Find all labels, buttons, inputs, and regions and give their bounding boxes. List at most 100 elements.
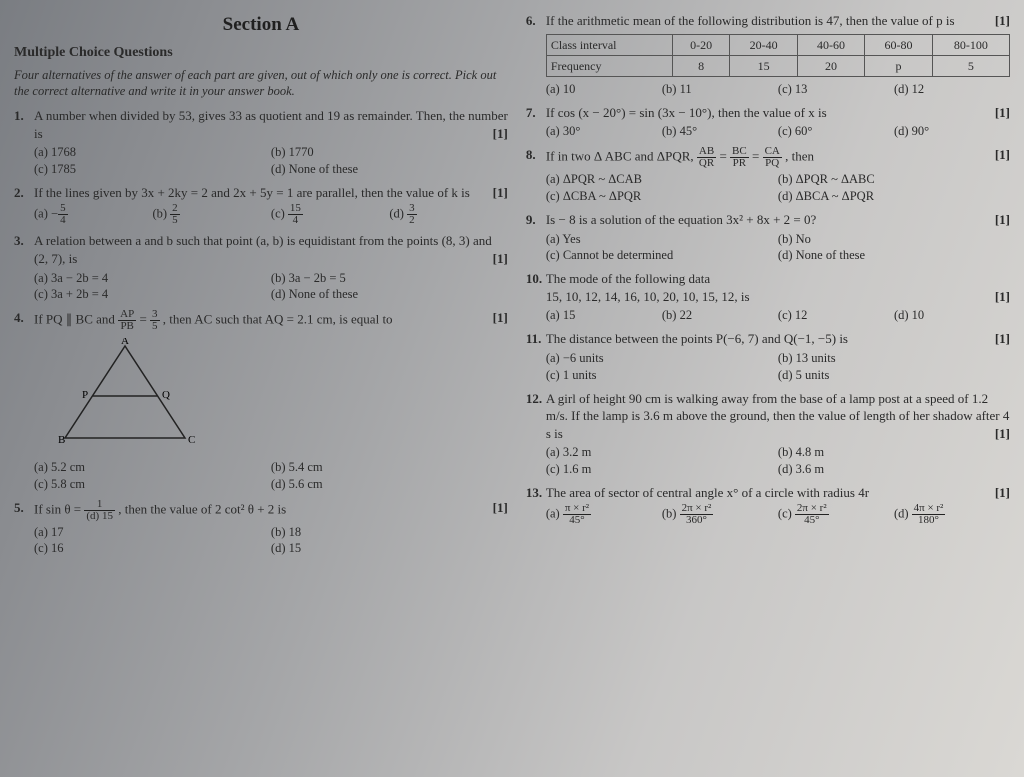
q1-text: A number when divided by 53, gives 33 as… [34,108,508,141]
q5-opt-c: (c) 16 [34,540,271,557]
svg-text:C: C [188,434,195,446]
q12-opt-d: (d) 3.6 m [778,461,1010,478]
svg-text:A: A [121,338,129,347]
q8-opt-c: (c) ΔCBA ~ ΔPQR [546,188,778,205]
q9-text: Is − 8 is a solution of the equation 3x²… [546,212,816,227]
question-2: 2. If the lines given by 3x + 2ky = 2 an… [14,184,508,227]
q7-opt-a: (a) 30° [546,123,662,140]
q1-opt-c: (c) 1785 [34,161,271,178]
q7-marks: [1] [995,104,1010,122]
q9-opt-b: (b) No [778,231,1010,248]
q8-opt-d: (d) ΔBCA ~ ΔPQR [778,188,1010,205]
question-3: 3. A relation between a and b such that … [14,232,508,303]
question-8: 8. If in two Δ ABC and ΔPQR, ABQR = BCPR… [526,146,1010,205]
q12-marks: [1] [995,425,1010,443]
q2-marks: [1] [493,184,508,202]
qnum: 11. [526,330,546,383]
q10-marks: [1] [995,288,1010,306]
q2-opt-c: (c) 154 [271,203,389,226]
question-5: 5. If sin θ = 1(d) 15 , then the value o… [14,499,508,558]
q2-opt-d: (d) 32 [389,203,507,226]
qnum: 10. [526,270,546,324]
question-13: 13. The area of sector of central angle … [526,484,1010,527]
q6-table: Class interval0-2020-4040-6060-8080-100 … [546,34,1010,77]
qnum: 4. [14,309,34,492]
q1-marks: [1] [493,125,508,143]
qnum: 2. [14,184,34,227]
q8-marks: [1] [995,146,1010,164]
q2-opt-b: (b) 25 [152,203,270,226]
q4-opt-a: (a) 5.2 cm [34,459,271,476]
q11-text: The distance between the points P(−6, 7)… [546,331,848,346]
q1-opt-b: (b) 1770 [271,144,508,161]
qnum: 5. [14,499,34,558]
q4-opt-d: (d) 5.6 cm [271,476,508,493]
qnum: 7. [526,104,546,140]
question-4: 4. If PQ ∥ BC and APPB = 35 , then AC su… [14,309,508,492]
q13-text: The area of sector of central angle x° o… [546,485,869,500]
q13-opt-b: (b) 2π × r²360° [662,503,778,526]
q13-opt-d: (d) 4π × r²180° [894,503,1010,526]
qnum: 9. [526,211,546,264]
question-6: 6. If the arithmetic mean of the followi… [526,12,1010,98]
q3-opt-d: (d) None of these [271,286,508,303]
qnum: 1. [14,107,34,178]
q13-opt-a: (a) π × r²45° [546,503,662,526]
q5-opt-a: (a) 17 [34,524,271,541]
q7-opt-c: (c) 60° [778,123,894,140]
q6-opt-a: (a) 10 [546,81,662,98]
q9-opt-a: (a) Yes [546,231,778,248]
qnum: 13. [526,484,546,527]
q12-opt-a: (a) 3.2 m [546,444,778,461]
q8-opt-b: (b) ΔPQR ~ ΔABC [778,171,1010,188]
q1-opt-a: (a) 1768 [34,144,271,161]
q6-opt-d: (d) 12 [894,81,1010,98]
q3-opt-c: (c) 3a + 2b = 4 [34,286,271,303]
q3-opt-b: (b) 3a − 2b = 5 [271,270,508,287]
q12-opt-c: (c) 1.6 m [546,461,778,478]
q3-marks: [1] [493,250,508,268]
q11-opt-d: (d) 5 units [778,367,1010,384]
svg-text:B: B [58,434,65,446]
q11-opt-c: (c) 1 units [546,367,778,384]
q5-opt-d: (d) 15 [271,540,508,557]
instructions: Four alternatives of the answer of each … [14,67,508,100]
svg-text:Q: Q [162,389,170,401]
q6-marks: [1] [995,12,1010,30]
question-1: 1. A number when divided by 53, gives 33… [14,107,508,178]
svg-text:P: P [82,389,88,401]
left-column: Section A Multiple Choice Questions Four… [14,12,508,563]
q6-text: If the arithmetic mean of the following … [546,13,955,28]
q4-opt-c: (c) 5.8 cm [34,476,271,493]
q3-opt-a: (a) 3a − 2b = 4 [34,270,271,287]
q10-text: The mode of the following data [546,271,710,286]
q5-marks: [1] [493,499,508,517]
q4-marks: [1] [493,309,508,327]
right-column: 6. If the arithmetic mean of the followi… [526,12,1010,563]
q7-opt-d: (d) 90° [894,123,1010,140]
qnum: 6. [526,12,546,98]
question-11: 11. The distance between the points P(−6… [526,330,1010,383]
q9-marks: [1] [995,211,1010,229]
q11-marks: [1] [995,330,1010,348]
q1-opt-d: (d) None of these [271,161,508,178]
q3-text: A relation between a and b such that poi… [34,233,492,266]
q12-opt-b: (b) 4.8 m [778,444,1010,461]
q10-opt-c: (c) 12 [778,307,894,324]
q11-opt-a: (a) −6 units [546,350,778,367]
question-10: 10. The mode of the following data 15, 1… [526,270,1010,324]
q12-text: A girl of height 90 cm is walking away f… [546,391,1010,441]
q2-text: If the lines given by 3x + 2ky = 2 and 2… [34,185,470,200]
q8-opt-a: (a) ΔPQR ~ ΔCAB [546,171,778,188]
q7-text: If cos (x − 20°) = sin (3x − 10°), then … [546,105,827,120]
section-title: Section A [14,12,508,38]
q7-opt-b: (b) 45° [662,123,778,140]
question-12: 12. A girl of height 90 cm is walking aw… [526,390,1010,478]
qnum: 8. [526,146,546,205]
q10-opt-a: (a) 15 [546,307,662,324]
q10-opt-d: (d) 10 [894,307,1010,324]
q2-opt-a: (a) −54 [34,203,152,226]
q6-opt-b: (b) 11 [662,81,778,98]
mcq-heading: Multiple Choice Questions [14,44,508,63]
q5-opt-b: (b) 18 [271,524,508,541]
